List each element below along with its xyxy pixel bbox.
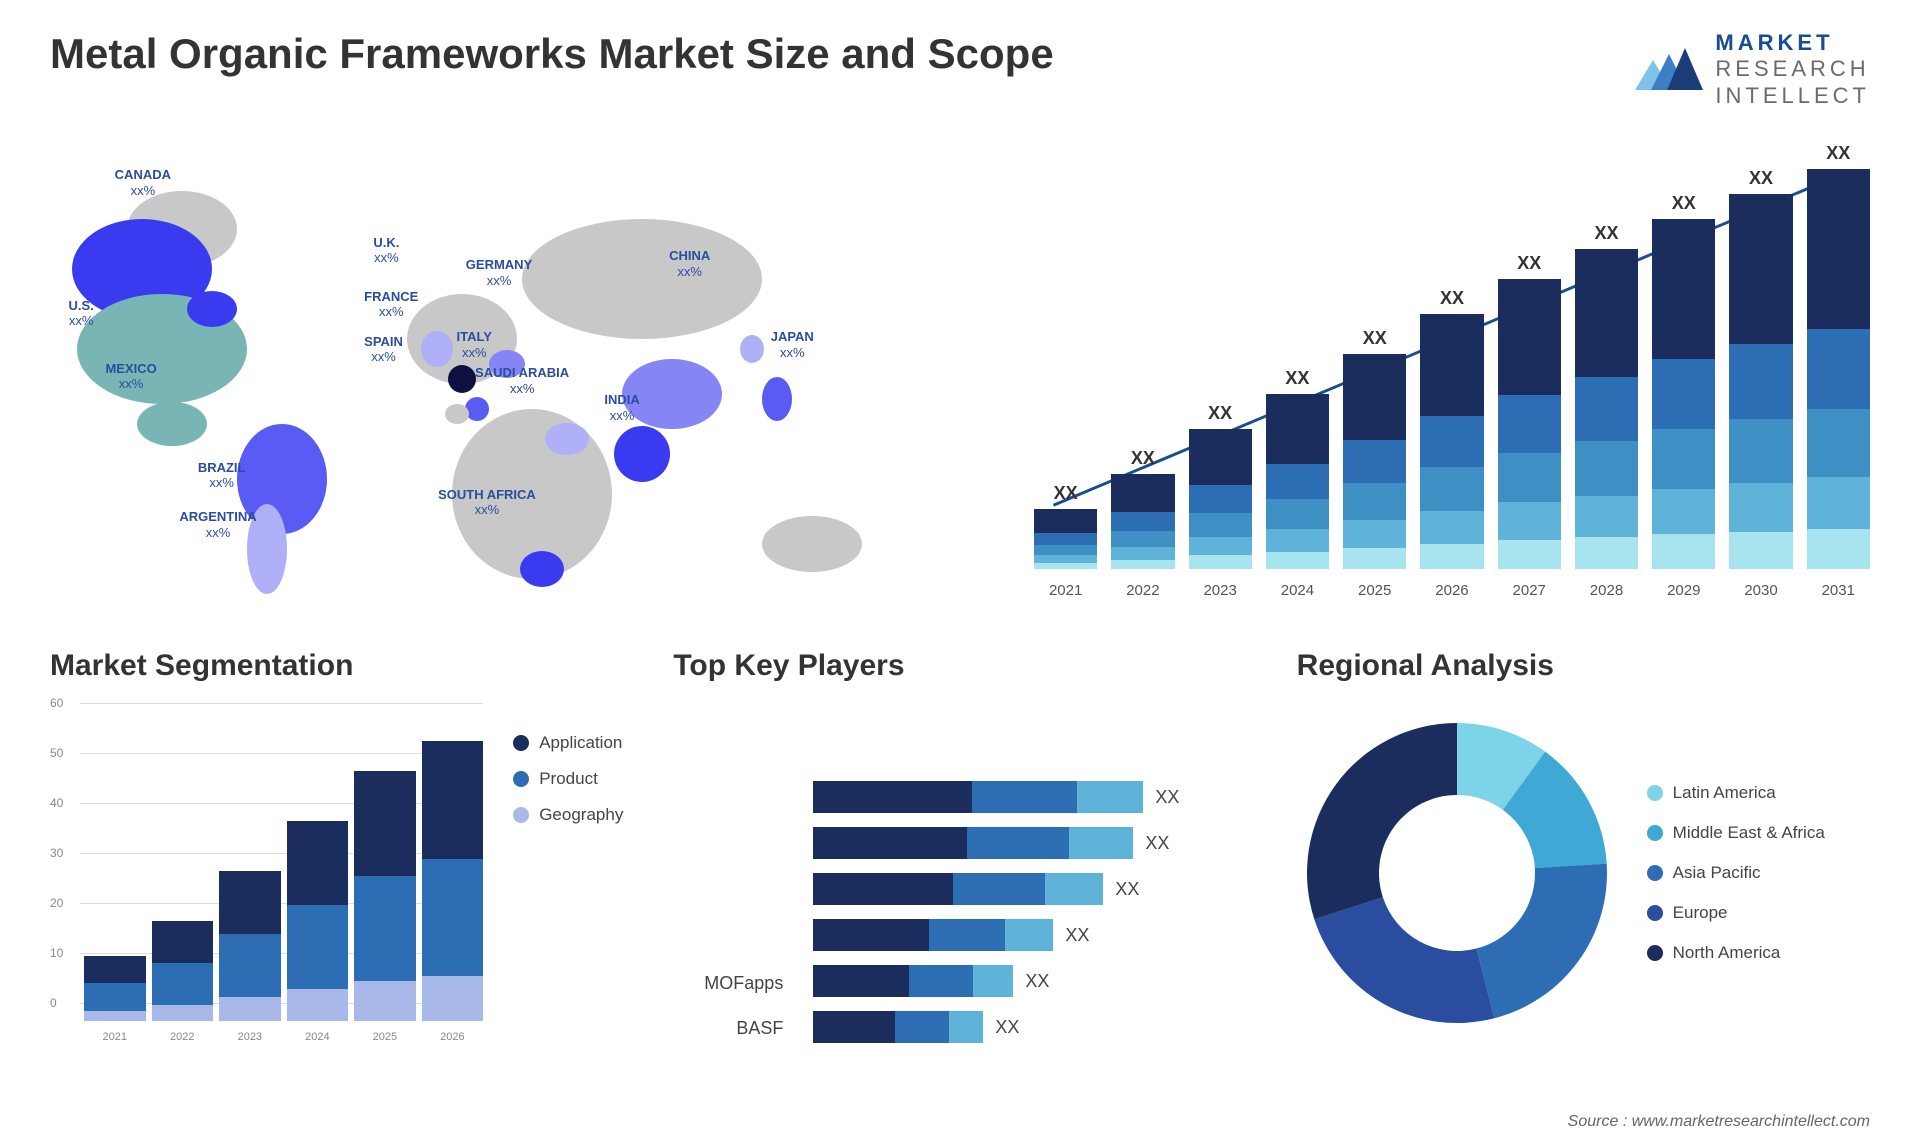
players-chart: XX XX XX XX XX XX	[813, 781, 1246, 1043]
map-label-us: U.S.xx%	[68, 298, 93, 329]
main-bar-2027: XX	[1498, 279, 1561, 569]
map-label-southafrica: SOUTH AFRICAxx%	[438, 487, 536, 518]
seg-legend-item: Geography	[513, 805, 623, 825]
main-xlabel: 2026	[1420, 582, 1483, 599]
regional-legend-item: Asia Pacific	[1647, 863, 1825, 883]
players-panel: Top Key Players MOFappsBASF XX XX XX XX XX XX	[673, 649, 1246, 1079]
regional-legend-item: Latin America	[1647, 783, 1825, 803]
segmentation-title: Market Segmentation	[50, 649, 623, 683]
map-label-uk: U.K.xx%	[373, 235, 399, 266]
main-bar-2030: XX	[1729, 194, 1792, 569]
donut-slice	[1307, 723, 1457, 919]
regional-legend-item: Europe	[1647, 903, 1825, 923]
regional-legend: Latin America Middle East & Africa Asia Pa…	[1647, 783, 1825, 963]
main-xlabel: 2028	[1575, 582, 1638, 599]
logo-line2: RESEARCH	[1715, 56, 1870, 82]
seg-bar-2025	[354, 771, 416, 1021]
main-xlabel: 2025	[1343, 582, 1406, 599]
page-title: Metal Organic Frameworks Market Size and…	[50, 30, 1054, 78]
seg-bar-2023	[219, 871, 281, 1021]
main-xlabel: 2024	[1266, 582, 1329, 599]
donut-slice	[1476, 864, 1607, 1019]
main-xlabel: 2029	[1652, 582, 1715, 599]
world-map-panel: CANADAxx% U.S.xx% MEXICOxx% BRAZILxx% ARGENT…	[50, 149, 974, 599]
donut-slice	[1314, 897, 1494, 1023]
source-attribution: Source : www.marketresearchintellect.com	[1568, 1113, 1870, 1131]
player-bar-row: XX	[813, 781, 1246, 813]
brand-logo: MARKET RESEARCH INTELLECT	[1635, 30, 1870, 109]
regional-title: Regional Analysis	[1297, 649, 1870, 683]
seg-legend-item: Application	[513, 733, 623, 753]
seg-legend-item: Product	[513, 769, 623, 789]
main-bar-2029: XX	[1652, 219, 1715, 569]
map-label-saudiarabia: SAUDI ARABIAxx%	[475, 365, 569, 396]
main-xlabel: 2023	[1189, 582, 1252, 599]
map-label-germany: GERMANYxx%	[466, 257, 532, 288]
player-bar-row: XX	[813, 919, 1246, 951]
player-bar-row: XX	[813, 827, 1246, 859]
main-bar-2028: XX	[1575, 249, 1638, 569]
main-bar-2022: XX	[1111, 474, 1174, 569]
map-label-mexico: MEXICOxx%	[105, 361, 156, 392]
players-labels: MOFappsBASF	[673, 877, 783, 1043]
logo-line1: MARKET	[1715, 30, 1870, 56]
logo-line3: INTELLECT	[1715, 83, 1870, 109]
seg-bar-2026	[422, 741, 484, 1021]
main-xlabel: 2027	[1498, 582, 1561, 599]
main-xlabel: 2021	[1034, 582, 1097, 599]
player-bar-row: XX	[813, 1011, 1246, 1043]
players-title: Top Key Players	[673, 649, 1246, 683]
seg-bar-2022	[152, 921, 214, 1021]
regional-legend-item: Middle East & Africa	[1647, 823, 1825, 843]
map-label-japan: JAPANxx%	[771, 329, 814, 360]
segmentation-panel: Market Segmentation 01020304050602021202…	[50, 649, 623, 1079]
map-label-china: CHINAxx%	[669, 248, 710, 279]
main-bar-2025: XX	[1343, 354, 1406, 569]
regional-donut	[1297, 713, 1617, 1033]
map-label-spain: SPAINxx%	[364, 334, 403, 365]
player-bar-row: XX	[813, 873, 1246, 905]
map-label-canada: CANADAxx%	[115, 167, 171, 198]
main-bar-2021: XX	[1034, 509, 1097, 569]
map-label-brazil: BRAZILxx%	[198, 460, 246, 491]
seg-bar-2024	[287, 821, 349, 1021]
main-xlabel: 2022	[1111, 582, 1174, 599]
seg-bar-2021	[84, 956, 146, 1021]
map-label-france: FRANCExx%	[364, 289, 418, 320]
segmentation-chart: 0102030405060202120222023202420252026	[50, 703, 483, 1043]
regional-legend-item: North America	[1647, 943, 1825, 963]
player-bar-row: XX	[813, 965, 1246, 997]
map-label-argentina: ARGENTINAxx%	[179, 509, 256, 540]
main-bar-2024: XX	[1266, 394, 1329, 569]
main-xlabel: 2031	[1807, 582, 1870, 599]
main-xlabel: 2030	[1729, 582, 1792, 599]
segmentation-legend: Application Product Geography	[513, 703, 623, 1043]
main-bar-2023: XX	[1189, 429, 1252, 569]
main-bar-2031: XX	[1807, 169, 1870, 569]
logo-icon	[1635, 40, 1703, 100]
main-bar-2026: XX	[1420, 314, 1483, 569]
map-label-india: INDIAxx%	[604, 392, 639, 423]
regional-panel: Regional Analysis Latin America Middle Ea…	[1297, 649, 1870, 1079]
market-size-chart: XXXXXXXXXXXXXXXXXXXXXX 20212022202320242…	[1034, 149, 1870, 599]
map-label-italy: ITALYxx%	[457, 329, 492, 360]
